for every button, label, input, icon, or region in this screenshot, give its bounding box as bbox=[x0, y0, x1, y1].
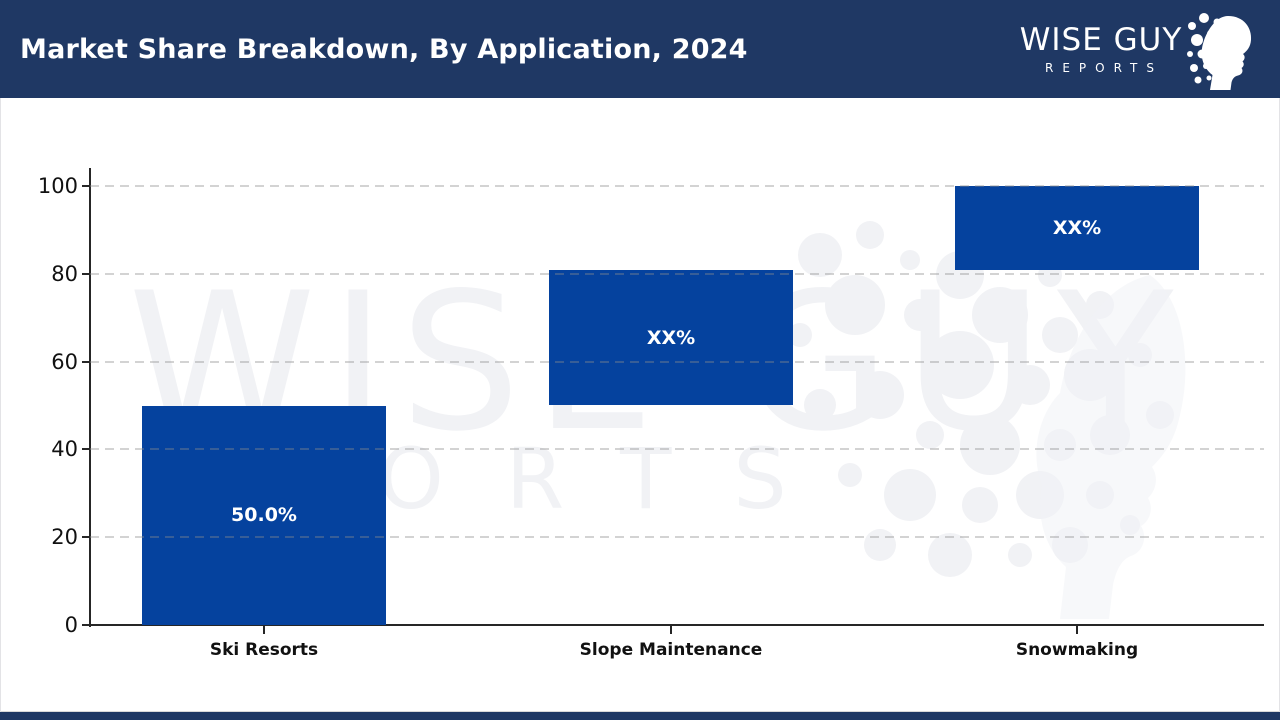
gridline-80 bbox=[90, 272, 1264, 275]
y-tick-40 bbox=[82, 448, 90, 451]
footer-divider bbox=[0, 711, 1280, 712]
bar-snowmaking: XX% bbox=[955, 186, 1199, 271]
bar-ski-resorts: 50.0% bbox=[142, 405, 386, 625]
y-tick-label-100: 100 bbox=[37, 174, 78, 198]
gridline-40 bbox=[90, 448, 1264, 451]
y-tick-0 bbox=[82, 624, 90, 626]
header-bar: Market Share Breakdown, By Application, … bbox=[0, 0, 1280, 98]
x-tick-1 bbox=[670, 626, 672, 634]
y-tick-label-60: 60 bbox=[51, 349, 78, 374]
gridline-100 bbox=[90, 185, 1264, 187]
x-tick-0 bbox=[263, 626, 265, 634]
y-tick-100 bbox=[82, 185, 90, 187]
logo-subtitle: REPORTS bbox=[1044, 61, 1163, 75]
x-category-label: Snowmaking bbox=[1015, 640, 1139, 660]
x-tick-2 bbox=[1076, 626, 1078, 634]
bar-value-label: XX% bbox=[1052, 217, 1102, 240]
y-tick-80 bbox=[82, 272, 90, 275]
y-tick-label-80: 80 bbox=[51, 261, 78, 286]
logo-wordmark: WISE GUY bbox=[1019, 22, 1183, 58]
footer-bar bbox=[0, 712, 1280, 720]
x-axis-spine bbox=[89, 624, 1264, 626]
gridline-60 bbox=[90, 360, 1264, 363]
bar-value-label: XX% bbox=[646, 326, 696, 349]
left-border bbox=[0, 98, 1, 712]
y-axis-spine bbox=[89, 168, 91, 627]
x-category-label: Ski Resorts bbox=[209, 640, 319, 660]
gridline-20 bbox=[90, 536, 1264, 539]
y-tick-label-40: 40 bbox=[51, 437, 78, 462]
y-tick-60 bbox=[82, 360, 90, 363]
watermark-head-dots bbox=[788, 221, 1186, 619]
bar-value-label: 50.0% bbox=[231, 504, 297, 527]
page-title: Market Share Breakdown, By Application, … bbox=[20, 33, 748, 65]
y-tick-label-20: 20 bbox=[51, 525, 78, 550]
head-profile-icon bbox=[1187, 13, 1252, 90]
x-category-label: Slope Maintenance bbox=[579, 640, 763, 660]
y-tick-20 bbox=[82, 536, 90, 539]
bar-slope-maintenance: XX% bbox=[549, 270, 793, 406]
wise-guy-reports-logo: WISE GUY REPORTS bbox=[1012, 6, 1262, 92]
y-tick-label-0: 0 bbox=[64, 613, 78, 637]
